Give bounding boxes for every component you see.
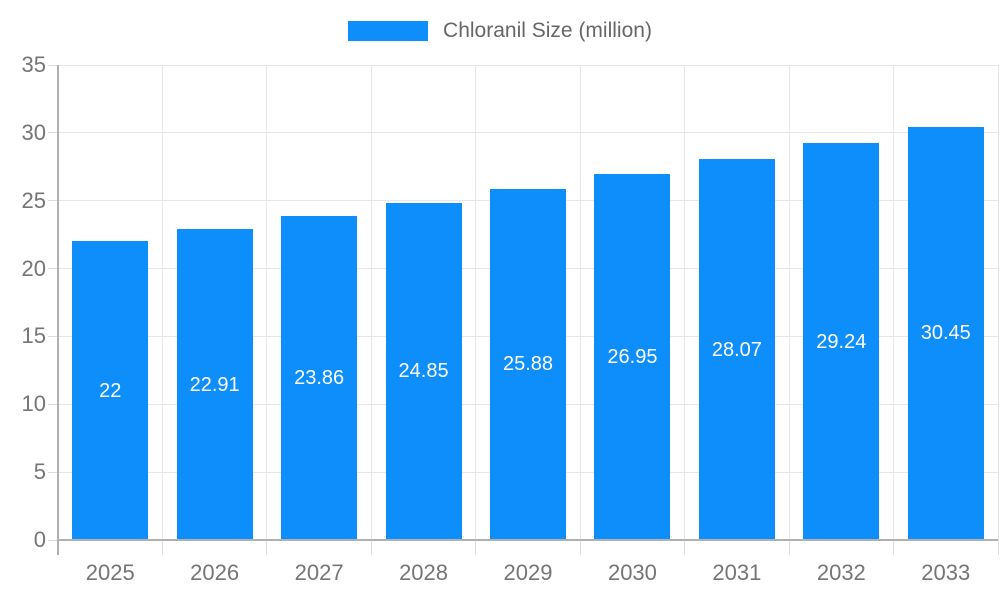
x-axis-tick-label: 2032 — [816, 560, 866, 585]
gridline-vertical — [893, 65, 895, 540]
y-axis-tick — [48, 64, 58, 66]
x-axis-tick-label: 2026 — [190, 560, 240, 585]
y-axis-tick — [48, 471, 58, 473]
y-axis-tick-label: 35 — [21, 52, 46, 77]
x-axis-tick — [788, 540, 790, 555]
y-axis-tick — [48, 403, 58, 405]
gridline-vertical — [475, 65, 477, 540]
x-axis-tick — [370, 540, 372, 555]
bar-2027: 23.86 — [281, 216, 358, 540]
gridline-vertical — [161, 65, 163, 540]
y-axis-tick-label: 20 — [21, 255, 46, 281]
y-axis-tick-label: 15 — [21, 323, 46, 349]
legend-swatch-icon — [348, 21, 429, 41]
y-axis-tick-label: 0 — [33, 527, 46, 552]
x-axis-tick — [475, 540, 477, 555]
legend-label: Chloranil Size (million) — [443, 19, 652, 42]
bar-2030: 26.95 — [594, 174, 671, 540]
bar-value-label: 30.45 — [920, 322, 971, 345]
y-axis-tick — [48, 132, 58, 134]
bar-2025: 22 — [72, 241, 149, 540]
gridline-vertical — [266, 65, 268, 540]
y-axis-tick-label: 25 — [21, 187, 46, 213]
bar-2031: 28.07 — [698, 159, 775, 540]
bar-2026: 22.91 — [176, 229, 253, 540]
gridline-horizontal — [58, 64, 998, 66]
bar-2033: 30.45 — [907, 126, 984, 540]
gridline-vertical — [370, 65, 372, 540]
bar-value-label: 22 — [99, 379, 122, 402]
bar-2029: 25.88 — [490, 188, 566, 540]
x-axis-tick — [684, 540, 686, 555]
gridline-horizontal — [58, 132, 998, 134]
bar-2032: 29.24 — [803, 143, 880, 540]
x-axis-tick-label: 2025 — [85, 560, 135, 585]
x-axis-tick-label: 2027 — [294, 560, 344, 585]
x-axis-tick — [266, 540, 268, 555]
bar-value-label: 26.95 — [607, 346, 658, 369]
y-axis-tick-label: 10 — [21, 391, 46, 417]
bar-value-label: 28.07 — [711, 338, 762, 361]
x-axis-line — [57, 539, 998, 541]
bar-2028: 24.85 — [385, 202, 462, 540]
x-axis-tick-label: 2033 — [921, 560, 971, 585]
gridline-vertical — [684, 65, 686, 540]
bar-value-label: 29.24 — [816, 330, 867, 353]
y-axis-tick — [48, 268, 58, 270]
x-axis-tick-label: 2028 — [399, 560, 449, 585]
gridline-vertical — [997, 65, 999, 540]
y-axis-tick — [48, 200, 58, 202]
legend-item[interactable]: Chloranil Size (million) — [348, 20, 652, 42]
x-axis-tick — [997, 540, 999, 555]
bar-value-label: 23.86 — [294, 367, 345, 390]
bar-value-label: 24.85 — [398, 360, 449, 383]
y-axis-tick-label: 30 — [21, 119, 46, 145]
x-axis-tick — [161, 540, 163, 555]
gridline-vertical — [579, 65, 581, 540]
x-axis-tick — [579, 540, 581, 555]
x-axis-tick-label: 2030 — [607, 560, 657, 585]
y-axis-tick — [48, 335, 58, 337]
legend: Chloranil Size (million) — [0, 20, 1000, 42]
bar-value-label: 22.91 — [189, 373, 240, 396]
y-axis-line — [57, 65, 59, 555]
x-axis-tick-label: 2029 — [503, 560, 553, 585]
x-axis-tick-label: 2031 — [712, 560, 762, 585]
gridline-vertical — [788, 65, 790, 540]
y-axis-tick-label: 5 — [33, 459, 46, 485]
bar-value-label: 25.88 — [502, 353, 554, 376]
y-axis-tick — [48, 539, 58, 541]
x-axis-tick — [893, 540, 895, 555]
